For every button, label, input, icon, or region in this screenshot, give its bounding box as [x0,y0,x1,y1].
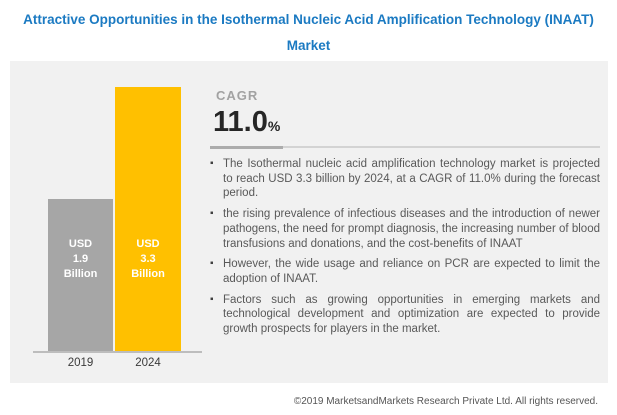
underline-light-segment [283,146,600,148]
bullet-square-icon: ▪ [210,293,214,305]
bullet-square-icon: ▪ [210,158,214,169]
bullet-square-icon: ▪ [210,258,214,270]
bar-value-text-2024: USD 3.3 Billion [131,238,165,280]
cagr-value: 11.0% [213,106,280,142]
bullet-square-icon: ▪ [210,208,214,220]
cagr-percent-sign: % [267,118,281,134]
bar-2019 [48,199,113,351]
cagr-underline [210,146,600,149]
bullet-item: ▪ the rising prevalence of infectious di… [210,207,600,251]
page-title-line-1: Attractive Opportunities in the Isotherm… [23,12,594,27]
page-title: Attractive Opportunities in the Isotherm… [0,7,617,59]
x-axis-line [33,351,202,353]
bullet-item: ▪ Factors such as growing opportunities … [210,293,600,337]
bar-value-label-2024: USD 3.3 Billion [115,237,181,282]
bullet-item: ▪ The Isothermal nucleic acid amplificat… [210,157,600,201]
bullet-text: the rising prevalence of infectious dise… [223,208,600,250]
bullet-list: ▪ The Isothermal nucleic acid amplificat… [210,157,600,343]
bullet-text: Factors such as growing opportunities in… [223,293,600,336]
bullet-text: The Isothermal nucleic acid amplificatio… [223,158,600,200]
bar-2024 [115,87,181,351]
page-title-line-2: Market [286,38,331,53]
bar-value-label-2019: USD 1.9 Billion [48,237,113,282]
x-tick-2024: 2024 [135,357,161,369]
bullet-item: ▪ However, the wide usage and reliance o… [210,257,600,286]
cagr-number: 11.0 [213,106,268,138]
cagr-label: CAGR [216,88,259,103]
x-tick-2019: 2019 [67,357,94,369]
underline-dark-segment [210,146,283,149]
bullet-text: However, the wide usage and reliance on … [223,258,600,285]
copyright: ©2019 MarketsandMarkets Research Private… [293,396,598,407]
bar-value-text-2019: USD 1.9 Billion [63,238,98,280]
